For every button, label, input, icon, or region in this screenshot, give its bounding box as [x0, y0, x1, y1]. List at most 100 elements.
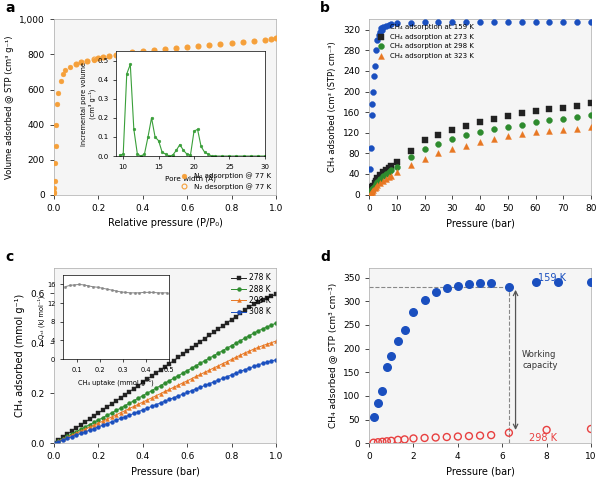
N₂ adsorption @ 77 K [128, 50, 135, 56]
CH₄ adsorption at 273 K [378, 169, 388, 176]
N₂ adsorption @ 77 K [91, 57, 98, 63]
CH₄ adsorption at 298 K [365, 189, 375, 197]
CH₄ adsorption at 159 K [367, 111, 376, 119]
308 K [50, 440, 58, 446]
CH₄ adsorption at 159 K [503, 18, 512, 25]
X-axis label: Pressure (bar): Pressure (bar) [446, 218, 514, 228]
CH₄ adsorption at 323 K [384, 173, 394, 181]
N₂ adsorption @ 77 K [172, 45, 179, 51]
N₂ adsorption @ 77 K [113, 52, 120, 58]
N₂ desorption @ 77 K [217, 41, 224, 47]
N₂ desorption @ 77 K [261, 37, 268, 42]
N₂ adsorption @ 77 K [83, 57, 91, 63]
CH₄ adsorption at 298 K [373, 178, 382, 186]
N₂ adsorption @ 77 K [228, 40, 235, 46]
N₂ adsorption @ 77 K [150, 47, 157, 53]
CH₄ adsorption at 298 K [376, 175, 385, 183]
CH₄ adsorption at 273 K [531, 107, 541, 114]
CH₄ adsorption at 298 K [461, 131, 471, 139]
CH₄ adsorption at 273 K [475, 118, 485, 126]
CH₄ adsorption at 273 K [586, 99, 596, 107]
N₂ adsorption @ 77 K [52, 143, 59, 149]
298 K [50, 440, 58, 446]
N₂ desorption @ 77 K [91, 56, 98, 62]
288 K [121, 403, 128, 409]
Point [377, 438, 387, 446]
Point [442, 284, 452, 292]
CH₄ adsorption at 298 K [559, 115, 568, 123]
CH₄ adsorption at 323 K [489, 135, 499, 143]
N₂ adsorption @ 77 K [53, 122, 60, 128]
Point [504, 429, 514, 437]
CH₄ adsorption at 323 K [586, 123, 596, 131]
Line: 278 K: 278 K [52, 292, 278, 445]
CH₄ adsorption at 323 K [368, 187, 377, 195]
CH₄ adsorption at 159 K [368, 88, 378, 95]
CH₄ adsorption at 298 K [368, 184, 378, 192]
CH₄ adsorption at 298 K [434, 140, 443, 148]
Point [393, 436, 403, 444]
Text: c: c [5, 250, 13, 264]
CH₄ adsorption at 273 K [370, 179, 379, 187]
Point [586, 278, 596, 286]
N₂ adsorption @ 77 K [206, 42, 213, 48]
N₂ desorption @ 77 K [206, 42, 213, 48]
CH₄ adsorption at 159 K [406, 19, 416, 26]
CH₄ adsorption at 298 K [378, 172, 388, 180]
N₂ adsorption @ 77 K [57, 78, 64, 84]
Point [542, 426, 551, 434]
278 K [50, 440, 58, 446]
CH₄ adsorption at 273 K [461, 122, 471, 130]
CH₄ adsorption at 273 K [392, 158, 401, 166]
Point [487, 431, 496, 439]
N₂ adsorption @ 77 K [66, 64, 73, 70]
CH₄ adsorption at 273 K [517, 109, 526, 117]
Text: b: b [320, 1, 330, 16]
CH₄ adsorption at 323 K [531, 129, 541, 136]
N₂ desorption @ 77 K [194, 43, 202, 49]
Line: 298 K: 298 K [52, 339, 278, 445]
CH₄ adsorption at 159 K [386, 19, 396, 27]
CH₄ adsorption at 323 K [503, 132, 512, 140]
CH₄ adsorption at 273 K [365, 189, 375, 197]
N₂ desorption @ 77 K [128, 50, 135, 56]
CH₄ adsorption at 298 K [386, 167, 396, 174]
CH₄ adsorption at 323 K [434, 150, 443, 157]
CH₄ adsorption at 273 K [368, 184, 377, 191]
N₂ desorption @ 77 K [172, 45, 179, 51]
CH₄ adsorption at 273 K [376, 171, 385, 179]
Point [453, 432, 463, 440]
N₂ adsorption @ 77 K [239, 39, 246, 45]
278 K [197, 338, 204, 344]
N₂ desorption @ 77 K [268, 36, 275, 42]
278 K [210, 329, 217, 335]
CH₄ adsorption at 323 K [448, 145, 457, 153]
Y-axis label: CH₄ adsorbed @ STP (cm³ cm⁻³): CH₄ adsorbed @ STP (cm³ cm⁻³) [328, 283, 337, 428]
N₂ desorption @ 77 K [139, 48, 146, 54]
Point [369, 413, 379, 421]
CH₄ adsorption at 273 K [420, 136, 430, 144]
Point [475, 431, 485, 439]
N₂ desorption @ 77 K [250, 38, 257, 44]
Text: a: a [5, 1, 14, 16]
308 K [99, 422, 106, 428]
308 K [121, 414, 128, 420]
CH₄ adsorption at 159 K [448, 18, 457, 25]
288 K [50, 440, 58, 446]
N₂ adsorption @ 77 K [50, 190, 58, 196]
N₂ adsorption @ 77 K [99, 55, 106, 60]
CH₄ adsorption at 159 K [517, 18, 526, 25]
Line: N₂ adsorption @ 77 K: N₂ adsorption @ 77 K [52, 36, 278, 196]
Point [393, 337, 403, 345]
CH₄ adsorption at 159 K [374, 31, 383, 39]
CH₄ adsorption at 159 K [376, 28, 385, 36]
Point [409, 308, 418, 316]
288 K [268, 322, 275, 328]
N₂ desorption @ 77 K [239, 39, 246, 45]
Point [453, 282, 463, 290]
CH₄ adsorption at 273 K [367, 186, 376, 193]
CH₄ adsorption at 273 K [386, 162, 396, 170]
Point [386, 437, 396, 445]
CH₄ adsorption at 159 K [559, 18, 568, 25]
N₂ desorption @ 77 K [117, 51, 124, 57]
